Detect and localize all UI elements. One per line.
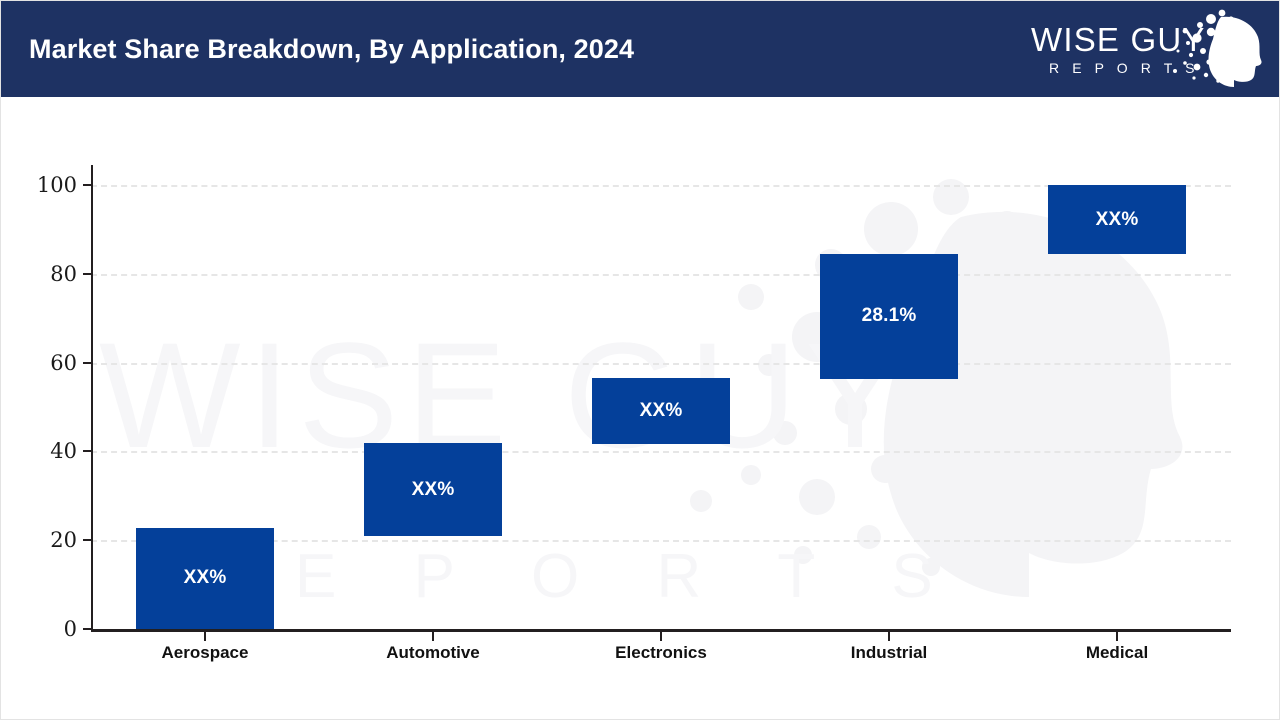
logo-icon: WISE GUY R E P O R T S bbox=[1031, 9, 1262, 87]
y-axis-tick-label: 100 bbox=[36, 173, 77, 197]
wise-guy-reports-logo: WISE GUY R E P O R T S bbox=[1025, 7, 1269, 91]
gridline bbox=[91, 185, 1231, 187]
x-axis-tick-label-electronics: Electronics bbox=[615, 643, 707, 662]
x-axis-tick-label-industrial: Industrial bbox=[850, 643, 928, 662]
y-axis-tick-label: 20 bbox=[50, 528, 77, 553]
bar-value-label: XX% bbox=[639, 399, 683, 421]
bar-industrial[interactable]: 28.1% bbox=[820, 253, 958, 379]
y-axis-tick-mark bbox=[83, 539, 91, 542]
x-axis-tick-label-medical: Medical bbox=[1085, 643, 1149, 662]
y-axis-tick-label: 40 bbox=[50, 439, 77, 464]
x-axis-tick-mark bbox=[432, 632, 434, 641]
y-axis-line bbox=[91, 165, 93, 629]
page-title: Market Share Breakdown, By Application, … bbox=[29, 33, 635, 64]
gridline bbox=[91, 540, 1231, 543]
bar-value-label: XX% bbox=[183, 567, 227, 589]
y-axis-tick-mark bbox=[83, 361, 91, 364]
x-axis-tick-mark bbox=[660, 632, 662, 641]
chart-canvas: WISE GUY R E P O R T S XX% XX% XX% 28.1% XX%… bbox=[1, 97, 1279, 719]
gridline bbox=[91, 273, 1231, 276]
gridline bbox=[91, 362, 1231, 365]
bar-automotive[interactable]: XX% bbox=[364, 443, 502, 537]
bar-medical[interactable]: XX% bbox=[1048, 185, 1186, 255]
x-axis-tick-mark bbox=[204, 632, 206, 641]
x-axis-tick-label-aerospace: Aerospace bbox=[161, 643, 249, 662]
bar-value-label: 28.1% bbox=[861, 305, 917, 327]
bar-value-label: XX% bbox=[411, 478, 455, 500]
svg-text:R E P O R T S: R E P O R T S bbox=[1049, 60, 1199, 76]
x-axis-tick-mark bbox=[1116, 632, 1118, 641]
svg-text:WISE GUY: WISE GUY bbox=[1031, 21, 1206, 58]
gridline bbox=[91, 451, 1231, 454]
x-axis-tick-label-automotive: Automotive bbox=[386, 643, 480, 662]
bar-electronics[interactable]: XX% bbox=[592, 377, 730, 444]
header-bar: Market Share Breakdown, By Application, … bbox=[1, 1, 1279, 97]
y-axis-tick-label: 0 bbox=[63, 617, 77, 641]
y-axis-tick-label: 60 bbox=[50, 350, 77, 375]
plot-region: XX% XX% XX% 28.1% XX% bbox=[91, 185, 1231, 629]
y-axis-tick-mark bbox=[83, 184, 91, 186]
bar-value-label: XX% bbox=[1095, 208, 1139, 230]
y-axis-tick-label: 80 bbox=[50, 261, 77, 286]
bar-aerospace[interactable]: XX% bbox=[136, 527, 274, 629]
y-axis-tick-mark bbox=[83, 272, 91, 275]
x-axis-tick-mark bbox=[888, 632, 890, 641]
x-axis-line bbox=[91, 629, 1231, 632]
y-axis-tick-mark bbox=[83, 450, 91, 453]
y-axis-tick-mark bbox=[83, 628, 91, 630]
